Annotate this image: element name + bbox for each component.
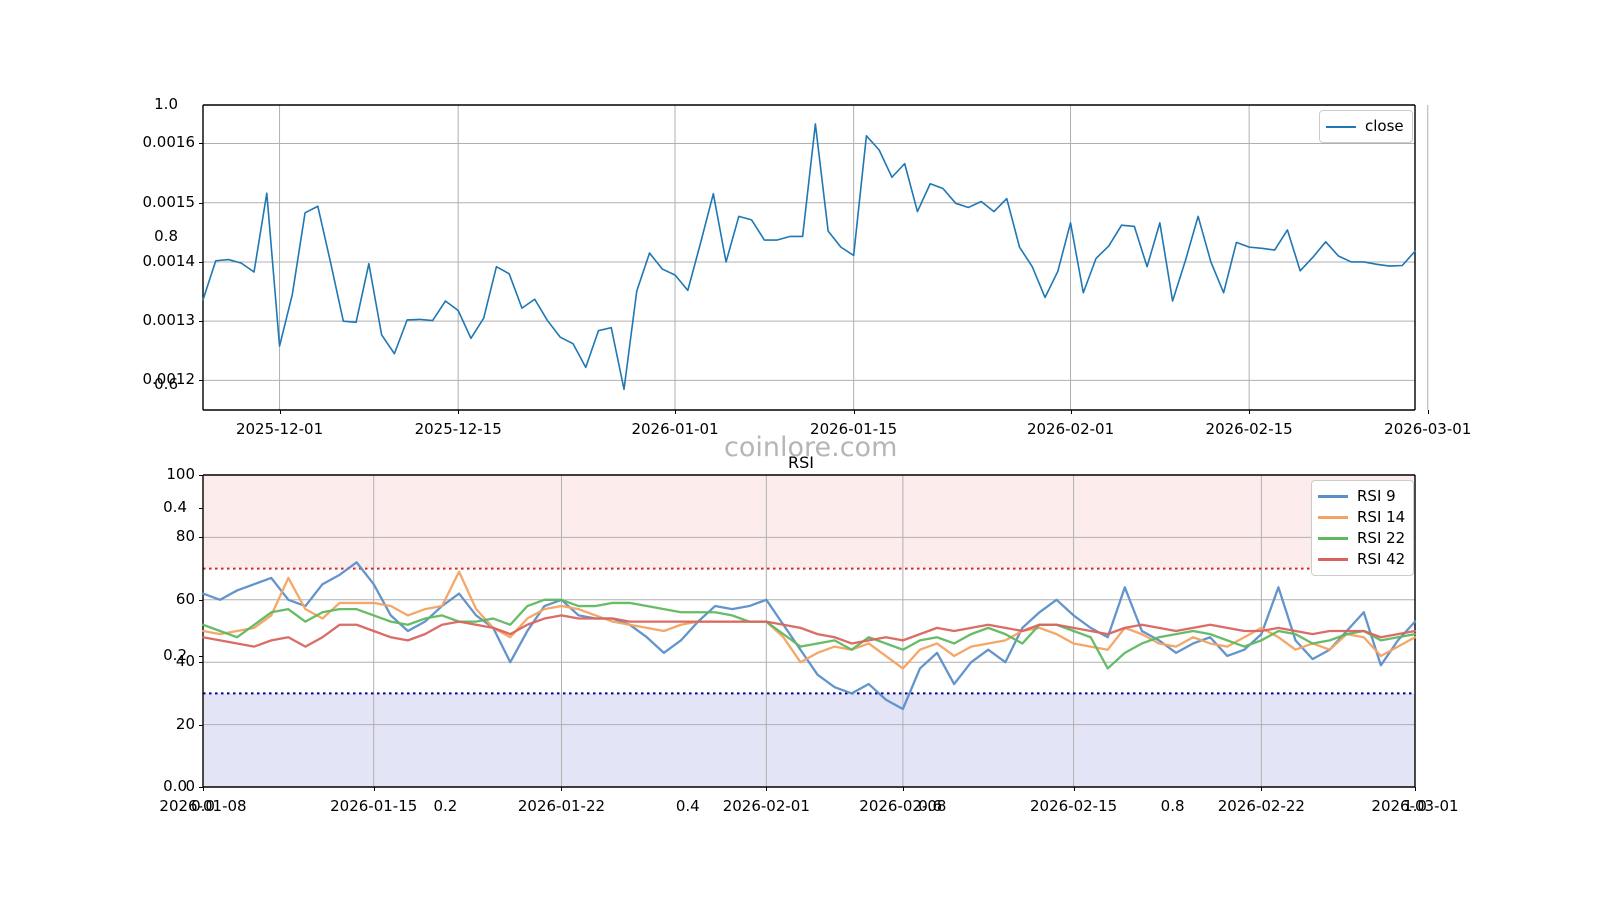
legend-item[interactable]: RSI 9 (1318, 486, 1405, 507)
legend-swatch-icon (1318, 516, 1348, 519)
axis-tick-label: 0.0013 (142, 311, 196, 330)
axis-tick-mark (1427, 410, 1429, 414)
legend-item[interactable]: close (1326, 116, 1404, 137)
axis-tick-label: 2025-12-01 (235, 420, 324, 438)
axis-tick-label: 1.0 (154, 95, 178, 113)
axis-tick-mark (675, 410, 677, 414)
axis-tick-label: 0.6 (154, 375, 178, 393)
axis-tick-mark (203, 787, 204, 791)
axis-tick-label: 0.0016 (142, 133, 196, 152)
axis-tick-label: 2026-03-01 (1384, 420, 1472, 438)
legend-swatch-icon (1318, 537, 1348, 540)
axis-tick-label: 0.0 (191, 797, 215, 815)
axis-tick-mark (1261, 787, 1263, 791)
axis-tick-label: 0.8 (1160, 797, 1185, 815)
axis-tick-mark (1070, 410, 1072, 414)
legend-label: close (1365, 117, 1404, 135)
axis-tick-label: 2026-01-08 (159, 797, 247, 815)
axis-tick-label: 0 (185, 777, 195, 795)
legend-item[interactable]: RSI 42 (1318, 549, 1405, 570)
price-plot-area (202, 104, 1429, 411)
legend-swatch-icon (1326, 125, 1356, 128)
rsi-legend: RSI 9 RSI 14 RSI 22 RSI 42 (1311, 480, 1415, 576)
rsi-line-rsi-42 (201, 614, 1417, 648)
price-chart-panel (202, 104, 1429, 411)
axis-tick-label: 0.0015 (142, 192, 196, 211)
rsi-chart-title: RSI (788, 453, 814, 472)
legend-swatch-icon (1318, 558, 1348, 561)
legend-swatch-icon (1318, 495, 1348, 498)
axis-tick-label: 2026-01-22 (517, 797, 606, 815)
rsi-line-rsi-22 (201, 598, 1417, 670)
legend-label: RSI 9 (1357, 487, 1396, 505)
rsi-line-rsi-14 (201, 570, 1417, 670)
price-legend: close (1319, 110, 1413, 143)
legend-item[interactable]: RSI 14 (1318, 507, 1405, 528)
rsi-plot-area (201, 474, 1417, 788)
axis-tick-label: 0.8 (154, 227, 178, 245)
axis-tick-mark (561, 787, 563, 791)
axis-tick-label: 0.0 (163, 777, 187, 795)
axis-tick-mark (199, 599, 203, 601)
axis-tick-label: 0.2 (433, 797, 458, 815)
axis-tick-label: 0.2 (163, 646, 187, 664)
axis-tick-label: 0.4 (163, 498, 187, 516)
axis-tick-mark (279, 410, 281, 414)
axis-tick-mark (1415, 787, 1416, 791)
axis-tick-label: 0.0014 (142, 251, 196, 270)
axis-tick-mark (199, 656, 203, 657)
axis-tick-label: 2026-02-15 (1205, 420, 1293, 438)
legend-label: RSI 14 (1357, 508, 1406, 526)
axis-tick-mark (199, 537, 203, 539)
axis-tick-mark (199, 475, 203, 476)
axis-tick-label: 40 (175, 652, 195, 671)
axis-tick-label: 2025-12-15 (414, 420, 502, 438)
axis-tick-label: 2026-02-01 (722, 797, 810, 815)
axis-tick-mark (199, 143, 203, 145)
axis-tick-mark (199, 380, 203, 382)
axis-tick-label: 100 (166, 465, 195, 483)
axis-tick-label: 20 (175, 714, 195, 733)
axis-tick-label: 2026-02-01 (1026, 420, 1115, 438)
axis-tick-mark (458, 410, 460, 414)
axis-tick-label: 2026-03-01 (1371, 797, 1459, 815)
axis-tick-label: 80 (175, 527, 195, 546)
legend-label: RSI 42 (1357, 550, 1406, 568)
axis-tick-label: 0.4 (675, 797, 700, 815)
axis-tick-mark (373, 787, 375, 791)
rsi-shaded-band (203, 475, 1415, 569)
axis-tick-mark (1073, 787, 1075, 791)
axis-tick-label: 2026-02-15 (1029, 797, 1118, 815)
axis-tick-label: 0.6 (918, 797, 943, 815)
axis-tick-mark (902, 787, 904, 791)
axis-tick-label: 2026-02-08 (859, 797, 947, 815)
axis-tick-mark (199, 724, 203, 726)
axis-tick-mark (199, 508, 203, 509)
axis-tick-mark (199, 261, 203, 263)
axis-tick-label: 2026-01-01 (631, 420, 719, 438)
axis-tick-mark (199, 202, 203, 204)
axis-tick-label: 0.0012 (142, 370, 196, 389)
axis-tick-label: 2026-02-22 (1217, 797, 1305, 815)
axis-tick-label: 60 (175, 589, 195, 608)
rsi-line-rsi-9 (201, 561, 1417, 711)
axis-tick-mark (199, 321, 203, 323)
axis-tick-label: 2026-01-15 (810, 420, 898, 438)
axis-tick-mark (199, 787, 203, 788)
rsi-chart-panel (201, 474, 1417, 788)
axis-tick-mark (766, 787, 768, 791)
axis-tick-mark (199, 662, 203, 664)
rsi-shaded-band (203, 693, 1415, 787)
price-line-close (202, 123, 1416, 391)
legend-item[interactable]: RSI 22 (1318, 528, 1405, 549)
axis-tick-label: 1.0 (1403, 797, 1427, 815)
legend-label: RSI 22 (1357, 529, 1406, 547)
axis-tick-mark (1249, 410, 1251, 414)
axis-tick-label: 2026-01-15 (330, 797, 418, 815)
watermark: coinlore.com (724, 432, 898, 463)
axis-tick-mark (853, 410, 855, 414)
